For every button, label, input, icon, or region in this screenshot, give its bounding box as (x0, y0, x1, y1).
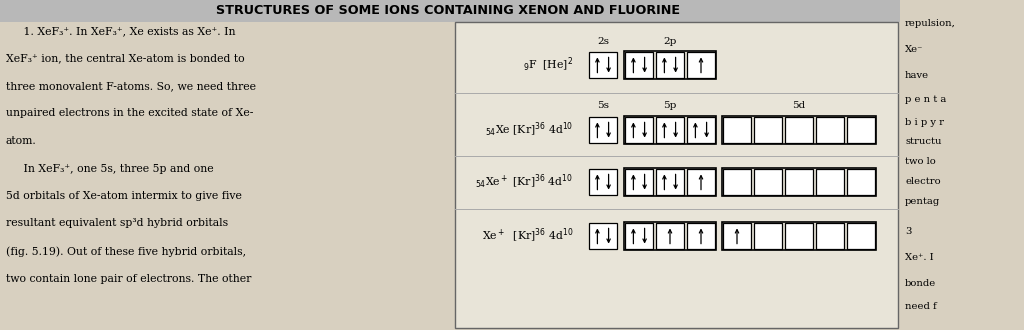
Text: atom.: atom. (6, 136, 37, 146)
Bar (754, 169, 782, 195)
Text: Xe⁺. I: Xe⁺. I (905, 253, 934, 262)
Text: have: have (905, 71, 929, 81)
Text: 1. XeF₃⁺. In XeF₃⁺, Xe exists as Xe⁺. In: 1. XeF₃⁺. In XeF₃⁺, Xe exists as Xe⁺. In (6, 26, 236, 36)
Text: 5d orbitals of Xe-atom intermix to give five: 5d orbitals of Xe-atom intermix to give … (6, 191, 242, 201)
Bar (723, 117, 751, 143)
Bar (0, 0, 900, 22)
Text: XeF₃⁺ ion, the central Xe-atom is bonded to: XeF₃⁺ ion, the central Xe-atom is bonded… (6, 53, 245, 63)
Bar (624, 51, 716, 79)
Bar (589, 223, 617, 249)
Bar (625, 223, 653, 249)
Bar (847, 169, 874, 195)
Text: need f: need f (905, 302, 937, 312)
Text: two lo: two lo (905, 157, 936, 166)
Bar (785, 223, 813, 249)
Bar (656, 52, 684, 78)
Bar (625, 52, 653, 78)
Bar (589, 117, 617, 143)
Bar (624, 116, 716, 144)
Bar (656, 169, 684, 195)
Text: p e n t a: p e n t a (905, 94, 946, 104)
Text: structu: structu (905, 137, 941, 147)
Text: electro: electro (905, 177, 941, 186)
Bar (656, 223, 684, 249)
Bar (687, 223, 715, 249)
Bar (589, 169, 617, 195)
Text: $_{54}$Xe [Kr]$^{36}$ 4d$^{10}$: $_{54}$Xe [Kr]$^{36}$ 4d$^{10}$ (484, 121, 573, 139)
Bar (723, 169, 751, 195)
Bar (847, 117, 874, 143)
Bar (754, 117, 782, 143)
Text: $_{54}$Xe$^+$ [Kr]$^{36}$ 4d$^{10}$: $_{54}$Xe$^+$ [Kr]$^{36}$ 4d$^{10}$ (475, 173, 573, 191)
Text: 5s: 5s (597, 101, 609, 110)
Text: 2s: 2s (597, 38, 609, 47)
Text: pentag: pentag (905, 197, 940, 206)
Bar (816, 169, 844, 195)
Bar (722, 168, 876, 196)
Bar (723, 223, 751, 249)
Text: (fig. 5.19). Out of these five hybrid orbitals,: (fig. 5.19). Out of these five hybrid or… (6, 246, 246, 256)
Bar (455, 22, 898, 328)
Bar (785, 117, 813, 143)
Text: In XeF₃⁺, one 5s, three 5p and one: In XeF₃⁺, one 5s, three 5p and one (6, 163, 214, 174)
Text: resultant equivalent sp³d hybrid orbitals: resultant equivalent sp³d hybrid orbital… (6, 218, 228, 228)
Bar (816, 117, 844, 143)
Bar (687, 169, 715, 195)
Text: Xe⁻: Xe⁻ (905, 45, 924, 54)
Text: b i p y r: b i p y r (905, 117, 944, 127)
Bar (625, 169, 653, 195)
Text: two contain lone pair of electrons. The other: two contain lone pair of electrons. The … (6, 274, 251, 283)
Text: 5p: 5p (664, 101, 677, 110)
Bar (722, 116, 876, 144)
Bar (754, 223, 782, 249)
Text: Xe$^+$  [Kr]$^{36}$ 4d$^{10}$: Xe$^+$ [Kr]$^{36}$ 4d$^{10}$ (481, 227, 573, 245)
Bar (687, 52, 715, 78)
Bar (625, 117, 653, 143)
Bar (624, 222, 716, 250)
Bar (656, 117, 684, 143)
Bar (722, 222, 876, 250)
Bar (624, 168, 716, 196)
Text: 2p: 2p (664, 38, 677, 47)
Text: $_9$F  [He]$^2$: $_9$F [He]$^2$ (523, 56, 573, 74)
Text: three monovalent F-atoms. So, we need three: three monovalent F-atoms. So, we need th… (6, 81, 256, 91)
Bar (816, 223, 844, 249)
Bar (589, 52, 617, 78)
Text: repulsion,: repulsion, (905, 18, 955, 28)
Text: 3: 3 (905, 226, 911, 236)
Text: bonde: bonde (905, 279, 936, 288)
Bar (785, 169, 813, 195)
Text: unpaired electrons in the excited state of Xe-: unpaired electrons in the excited state … (6, 109, 253, 118)
Text: 5d: 5d (793, 101, 806, 110)
Text: STRUCTURES OF SOME IONS CONTAINING XENON AND FLUORINE: STRUCTURES OF SOME IONS CONTAINING XENON… (216, 5, 680, 17)
Bar (847, 223, 874, 249)
Bar (687, 117, 715, 143)
